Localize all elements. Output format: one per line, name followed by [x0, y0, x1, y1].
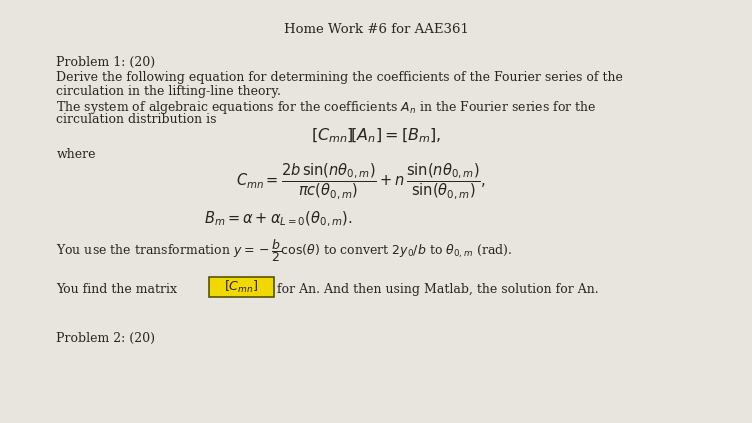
- Text: Derive the following equation for determining the coefficients of the Fourier se: Derive the following equation for determ…: [56, 71, 623, 84]
- Text: $B_m = \alpha + \alpha_{L=0}(\theta_{0,m}).$: $B_m = \alpha + \alpha_{L=0}(\theta_{0,m…: [204, 209, 353, 229]
- Text: You find the matrix: You find the matrix: [56, 283, 177, 297]
- FancyBboxPatch shape: [209, 277, 274, 297]
- Text: circulation distribution is: circulation distribution is: [56, 113, 217, 126]
- Text: The system of algebraic equations for the coefficients $A_n$ in the Fourier seri: The system of algebraic equations for th…: [56, 99, 597, 116]
- Text: Problem 1: (20): Problem 1: (20): [56, 56, 156, 69]
- Text: You use the transformation $y = -\dfrac{b}{2}\cos(\theta)$ to convert $2y_0 / b$: You use the transformation $y = -\dfrac{…: [56, 237, 513, 264]
- Text: $\left[C_{mn}\right]\!\left[A_n\right]=\left[B_m\right],$: $\left[C_{mn}\right]\!\left[A_n\right]=\…: [311, 127, 441, 145]
- Text: for An. And then using Matlab, the solution for An.: for An. And then using Matlab, the solut…: [277, 283, 599, 297]
- Text: Problem 2: (20): Problem 2: (20): [56, 332, 156, 345]
- Text: Home Work #6 for AAE361: Home Work #6 for AAE361: [284, 23, 468, 36]
- Text: circulation in the lifting-line theory.: circulation in the lifting-line theory.: [56, 85, 281, 98]
- Text: $C_{mn} = \dfrac{2b\,\sin(n\theta_{0,m})}{\pi c(\theta_{0,m})} + n\,\dfrac{\sin(: $C_{mn} = \dfrac{2b\,\sin(n\theta_{0,m})…: [236, 161, 486, 201]
- Text: $[C_{mn}]$: $[C_{mn}]$: [224, 279, 259, 295]
- Text: where: where: [56, 148, 96, 161]
